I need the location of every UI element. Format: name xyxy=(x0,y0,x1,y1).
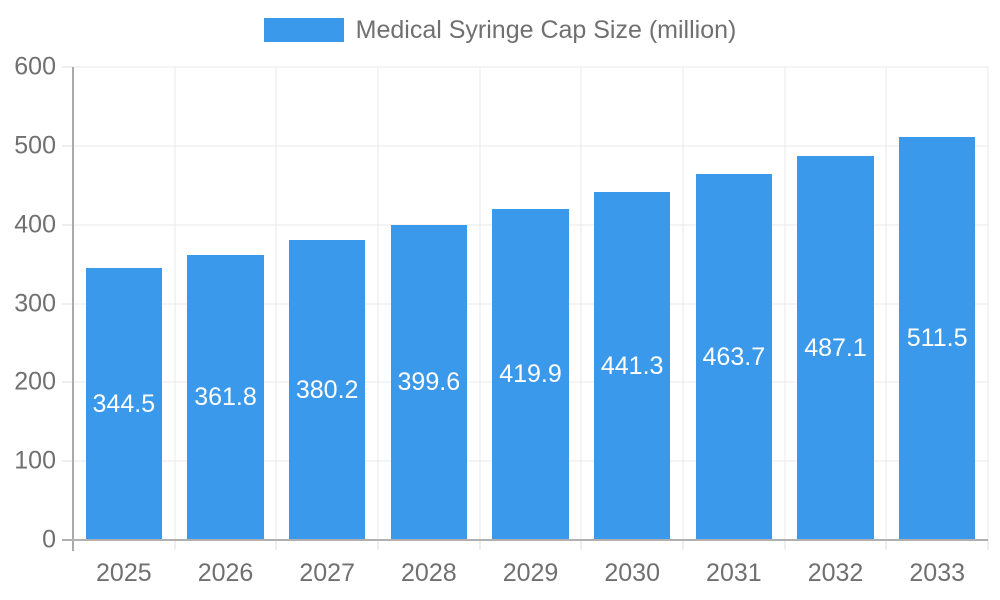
x-axis-tick-label: 2025 xyxy=(96,559,152,587)
y-tick xyxy=(62,224,73,226)
bar-value-label: 487.1 xyxy=(804,333,867,362)
bar-value-label: 399.6 xyxy=(397,367,461,396)
bar-value-label: 511.5 xyxy=(906,323,968,352)
legend-swatch xyxy=(263,18,344,42)
x-axis-tick-label: 2027 xyxy=(299,559,355,587)
bar-value-label: 463.7 xyxy=(702,342,766,371)
y-axis-tick-label: 100 xyxy=(14,446,56,475)
gridline-vertical xyxy=(885,67,887,540)
gridline-vertical xyxy=(377,67,379,540)
gridline-vertical xyxy=(987,67,989,540)
bar-2028[interactable]: 399.6 xyxy=(390,224,467,540)
bar-2031[interactable]: 463.7 xyxy=(695,174,772,540)
bar-2032[interactable]: 487.1 xyxy=(797,156,874,540)
gridline-vertical xyxy=(784,67,786,540)
x-tick xyxy=(580,540,582,550)
plot-area: 344.5 361.8 380.2 399.6 419.9 441.3 463.7 487.1… xyxy=(62,66,989,551)
x-axis-tick-label: 2031 xyxy=(706,559,762,587)
x-tick xyxy=(784,540,786,550)
gridline-vertical xyxy=(479,67,481,540)
y-axis-labels: 0 100 200 300 400 500 600 xyxy=(0,54,56,552)
bar-2027[interactable]: 380.2 xyxy=(289,240,366,540)
bar-value-label: 380.2 xyxy=(295,375,359,404)
gridline-horizontal xyxy=(73,145,988,147)
y-axis-tick-label: 500 xyxy=(14,131,56,160)
y-axis-tick-label: 600 xyxy=(14,52,56,81)
y-tick xyxy=(62,145,73,147)
x-axis-labels: 2025 2026 2027 2028 2029 2030 2031 2032 2033 xyxy=(73,559,988,587)
y-axis-line xyxy=(72,67,74,551)
y-tick xyxy=(62,381,73,383)
x-axis-tick-label: 2026 xyxy=(197,559,254,587)
x-axis-line xyxy=(62,539,988,541)
chart-legend[interactable]: Medical Syringe Cap Size (million) xyxy=(0,17,1000,43)
x-axis-tick-label: 2033 xyxy=(909,559,966,587)
x-axis-tick-label: 2029 xyxy=(502,559,559,587)
y-axis-tick-label: 400 xyxy=(14,210,56,239)
y-axis-tick-label: 0 xyxy=(42,525,56,554)
y-tick xyxy=(62,66,73,68)
y-axis-tick-label: 300 xyxy=(14,289,56,317)
y-tick xyxy=(62,460,73,462)
x-axis-tick-label: 2028 xyxy=(401,559,457,587)
y-tick xyxy=(62,303,73,304)
bar-2029[interactable]: 419.9 xyxy=(492,208,569,540)
bar-2026[interactable]: 361.8 xyxy=(187,254,264,540)
bar-value-label: 419.9 xyxy=(499,359,562,388)
x-tick xyxy=(377,540,379,550)
x-tick xyxy=(479,540,481,550)
gridline-vertical xyxy=(275,67,277,540)
x-tick xyxy=(275,540,277,550)
x-tick xyxy=(987,540,989,550)
x-tick xyxy=(682,540,684,550)
gridline-vertical xyxy=(682,67,684,540)
legend-label: Medical Syringe Cap Size (million) xyxy=(355,16,737,44)
y-axis-tick-label: 200 xyxy=(14,367,56,396)
bar-value-label: 344.5 xyxy=(92,389,156,418)
gridline-vertical xyxy=(174,67,176,540)
x-axis-tick-label: 2030 xyxy=(604,559,660,587)
x-tick xyxy=(885,540,887,550)
bar-2033[interactable]: 511.5 xyxy=(899,136,976,540)
gridline-vertical xyxy=(580,67,582,540)
x-axis-tick-label: 2032 xyxy=(807,559,864,587)
bar-value-label: 361.8 xyxy=(194,382,257,411)
bar-value-label: 441.3 xyxy=(600,351,664,380)
gridline-horizontal xyxy=(73,66,988,68)
x-tick xyxy=(174,540,176,550)
bar-2030[interactable]: 441.3 xyxy=(594,192,671,540)
bar-2025[interactable]: 344.5 xyxy=(85,268,162,540)
